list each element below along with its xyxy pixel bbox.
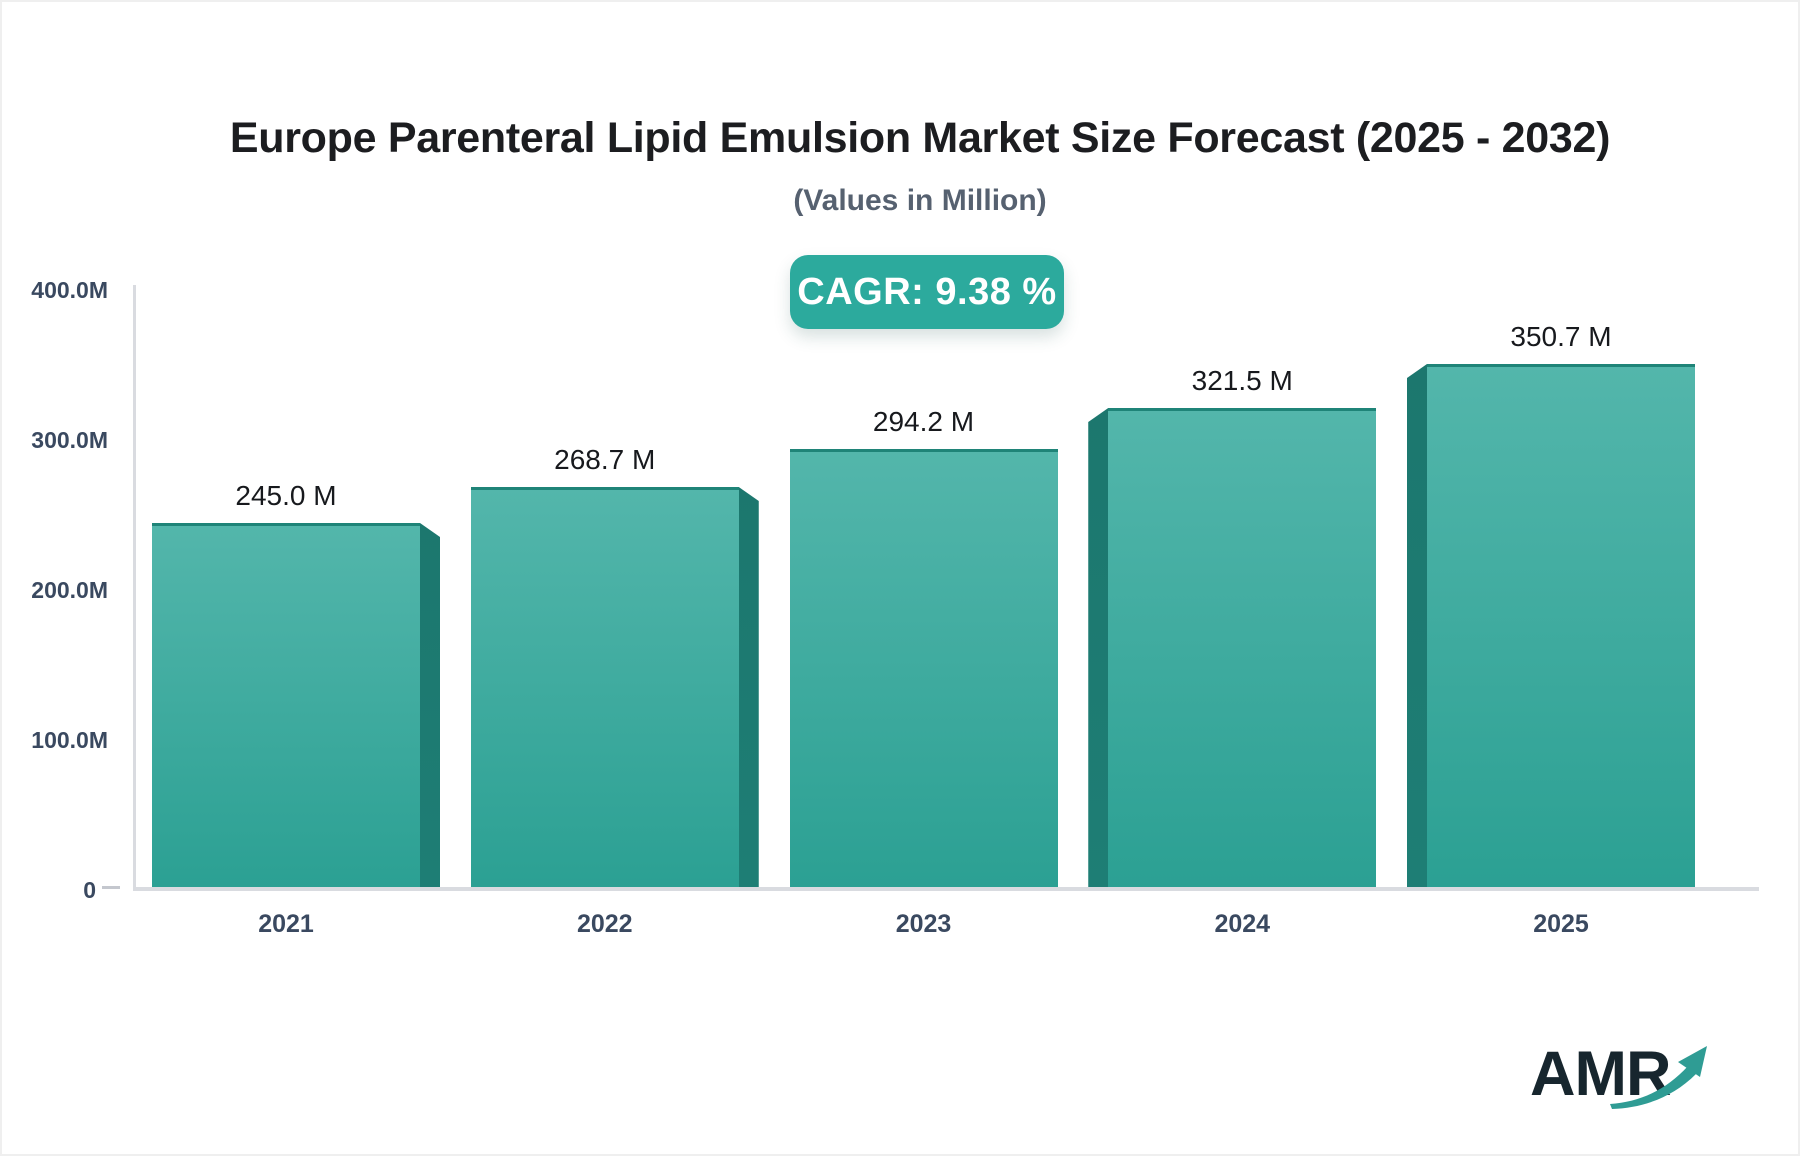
x-axis-line [133,887,1759,891]
y-axis-line [133,285,136,891]
x-axis-label: 2025 [1533,910,1589,938]
bar-value-label: 350.7 M [1510,321,1612,352]
cagr-badge-label: CAGR: 9.38 % [797,270,1057,313]
x-axis-label: 2022 [576,910,633,938]
y-axis-label: 300.0M [31,427,108,453]
amr-logo: AMR [1512,1032,1722,1122]
logo-trend-arrow-icon [1610,1046,1707,1109]
cagr-badge: CAGR: 9.38 % [790,255,1064,329]
bar-value-label: 294.2 M [872,406,975,437]
y-axis-label: 400.0M [31,277,108,303]
bar-2023 [789,449,1058,890]
bar-3d-side [1088,408,1109,890]
bar-3d-side [738,487,759,890]
bar-2024 [1108,408,1377,890]
bar-2021 [152,523,420,890]
y-axis-label: 200.0M [31,577,108,603]
bar-3d-side [420,523,440,890]
bar-value-label: 321.5 M [1191,365,1293,396]
x-axis-label: 2021 [258,910,314,938]
y-axis-label: 0 [83,877,96,903]
bar-2022 [470,487,739,890]
chart-title: Europe Parenteral Lipid Emulsion Market … [229,114,1611,162]
chart-subtitle: (Values in Million) [793,184,1047,217]
bar-3d-side [1407,364,1427,890]
bar-value-label: 268.7 M [554,444,656,475]
zero-tick-mark [102,886,120,889]
x-axis-label: 2024 [1214,910,1271,938]
bar-value-label: 245.0 M [235,480,337,511]
x-axis-label: 2023 [895,910,952,938]
bar-2025 [1427,364,1695,890]
y-axis-label: 100.0M [31,727,108,753]
